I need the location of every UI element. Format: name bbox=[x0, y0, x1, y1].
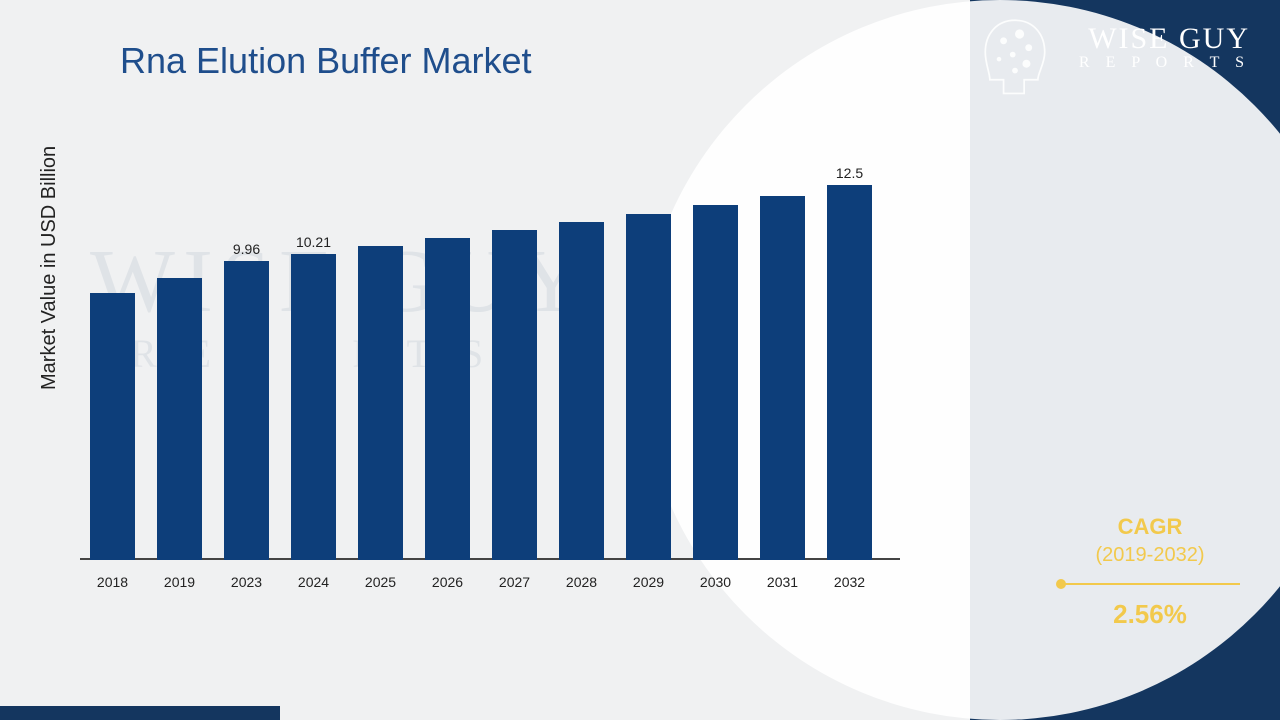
x-tick-label: 2028 bbox=[566, 574, 597, 590]
x-tick-label: 2032 bbox=[834, 574, 865, 590]
x-tick-label: 2026 bbox=[432, 574, 463, 590]
x-tick-label: 2025 bbox=[365, 574, 396, 590]
report-card: WISE GUY REPORTS WISE GUY R E P O R T S … bbox=[0, 0, 1280, 720]
x-tick-label: 2027 bbox=[499, 574, 530, 590]
y-axis-label: Market Value in USD Billion bbox=[38, 146, 61, 390]
cagr-value: 2.56% bbox=[1020, 599, 1280, 630]
cagr-divider bbox=[1060, 583, 1240, 585]
bar bbox=[358, 246, 403, 560]
bar: 10.21 bbox=[291, 254, 336, 560]
brand-logo: WISE GUY R E P O R T S bbox=[1079, 22, 1250, 72]
x-tick-label: 2031 bbox=[767, 574, 798, 590]
bar bbox=[559, 222, 604, 560]
chart-title: Rna Elution Buffer Market bbox=[120, 40, 532, 82]
cagr-label: CAGR bbox=[1020, 514, 1280, 540]
bar bbox=[626, 214, 671, 561]
logo-head-icon bbox=[980, 18, 1050, 98]
bar-chart: 9.96 10.21 12.5 2018 2019 2023 2024 2025 2026 20… bbox=[80, 170, 900, 590]
cagr-range: (2019-2032) bbox=[1020, 544, 1280, 567]
x-tick-label: 2030 bbox=[700, 574, 731, 590]
bar-value-label: 9.96 bbox=[224, 241, 269, 257]
bar-value-label: 10.21 bbox=[291, 234, 336, 250]
logo-line2: R E P O R T S bbox=[1079, 54, 1250, 72]
bar bbox=[90, 293, 135, 560]
bar-value-label: 12.5 bbox=[827, 165, 872, 181]
bar bbox=[425, 238, 470, 560]
x-tick-label: 2018 bbox=[97, 574, 128, 590]
bottom-accent-strip bbox=[0, 706, 280, 720]
x-tick-label: 2019 bbox=[164, 574, 195, 590]
cagr-block: CAGR (2019-2032) 2.56% bbox=[1020, 514, 1280, 630]
bar bbox=[157, 278, 202, 560]
plot-area: 9.96 10.21 12.5 bbox=[90, 170, 900, 560]
logo-line1: WISE GUY bbox=[1079, 22, 1250, 56]
x-tick-label: 2029 bbox=[633, 574, 664, 590]
bar bbox=[693, 205, 738, 560]
bar bbox=[760, 196, 805, 560]
x-tick-label: 2023 bbox=[231, 574, 262, 590]
x-tick-label: 2024 bbox=[298, 574, 329, 590]
bar bbox=[492, 230, 537, 560]
bar: 12.5 bbox=[827, 185, 872, 560]
bar: 9.96 bbox=[224, 261, 269, 560]
